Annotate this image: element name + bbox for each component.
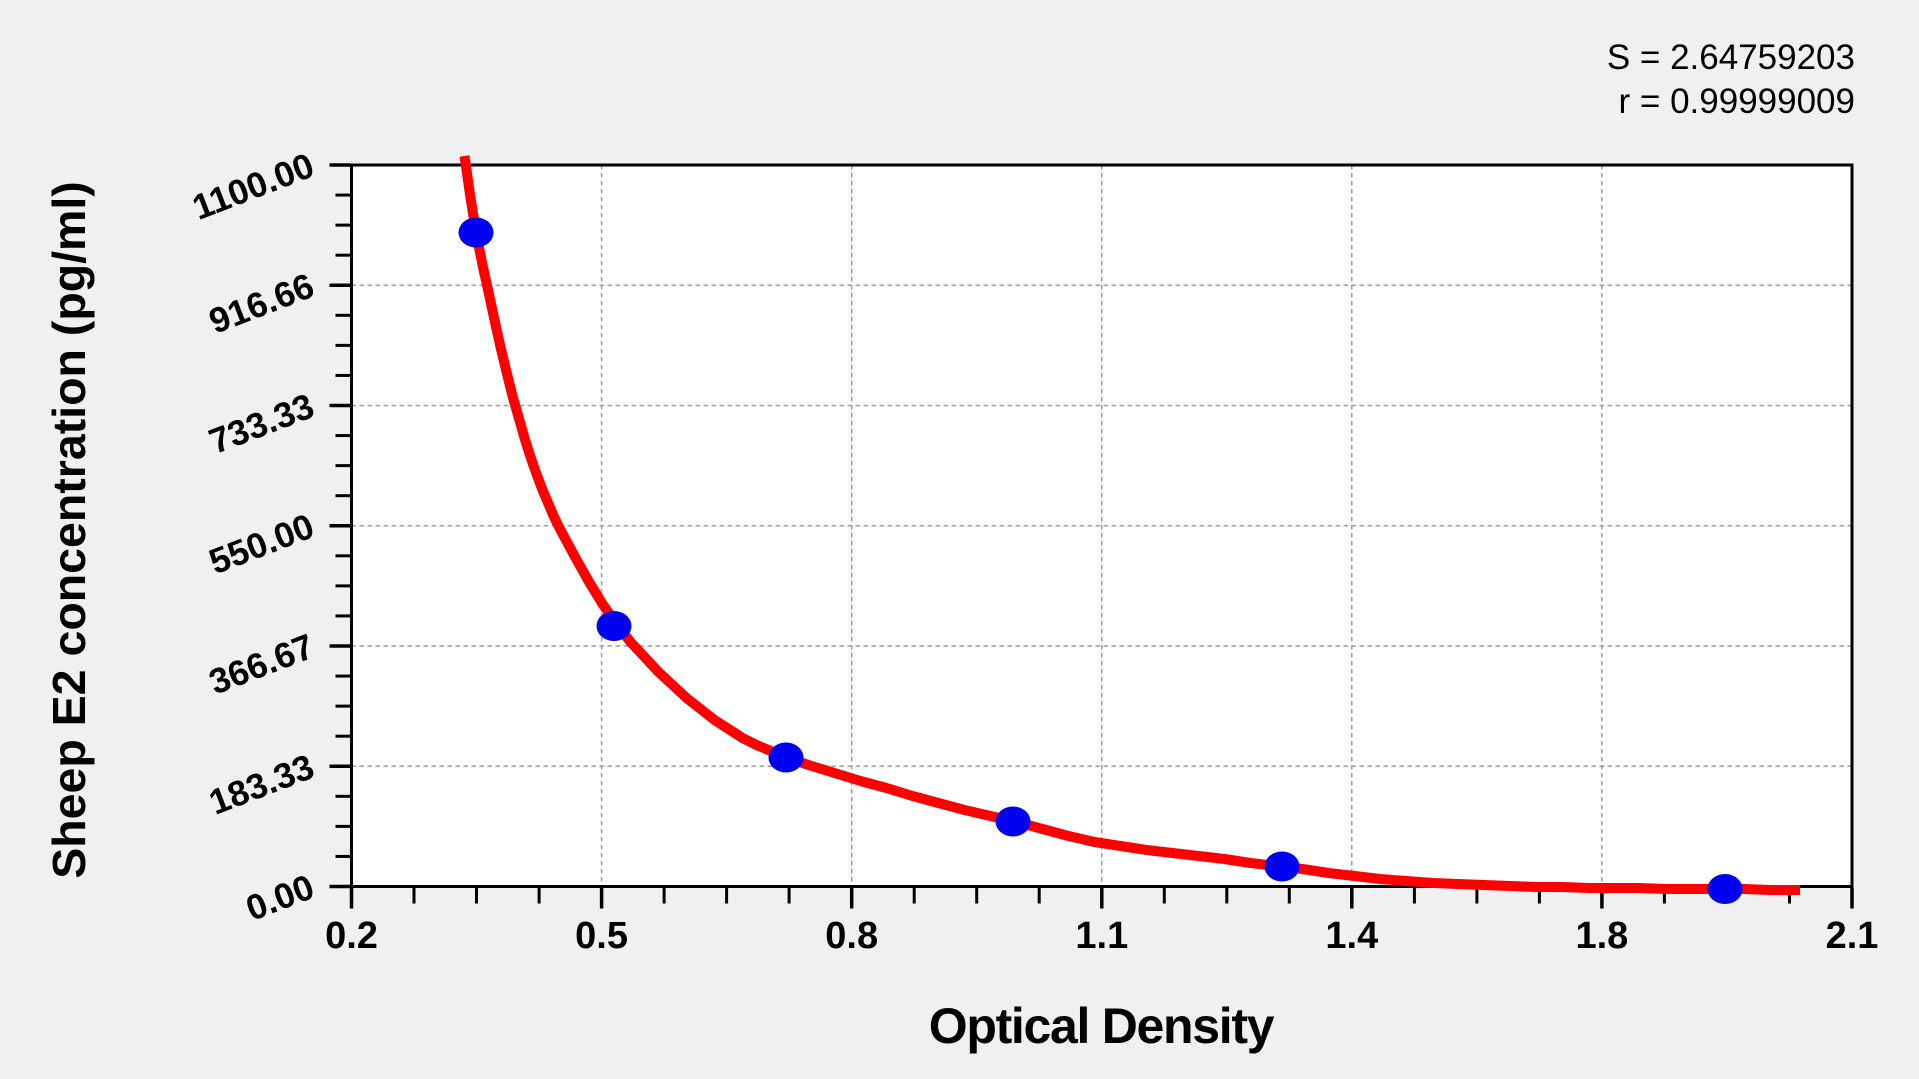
svg-text:0.2: 0.2 — [325, 915, 378, 957]
svg-text:1.4: 1.4 — [1325, 915, 1378, 957]
svg-text:Sheep E2 concentration (pg/ml): Sheep E2 concentration (pg/ml) — [43, 181, 95, 879]
svg-text:S = 2.64759203: S = 2.64759203 — [1607, 38, 1855, 77]
svg-text:1.8: 1.8 — [1575, 915, 1628, 957]
svg-text:r = 0.99999009: r = 0.99999009 — [1619, 82, 1855, 121]
svg-text:2.1: 2.1 — [1826, 915, 1879, 957]
svg-text:0.5: 0.5 — [575, 915, 628, 957]
svg-text:Optical Density: Optical Density — [929, 998, 1275, 1054]
svg-text:0.8: 0.8 — [825, 915, 878, 957]
svg-text:1.1: 1.1 — [1075, 915, 1128, 957]
